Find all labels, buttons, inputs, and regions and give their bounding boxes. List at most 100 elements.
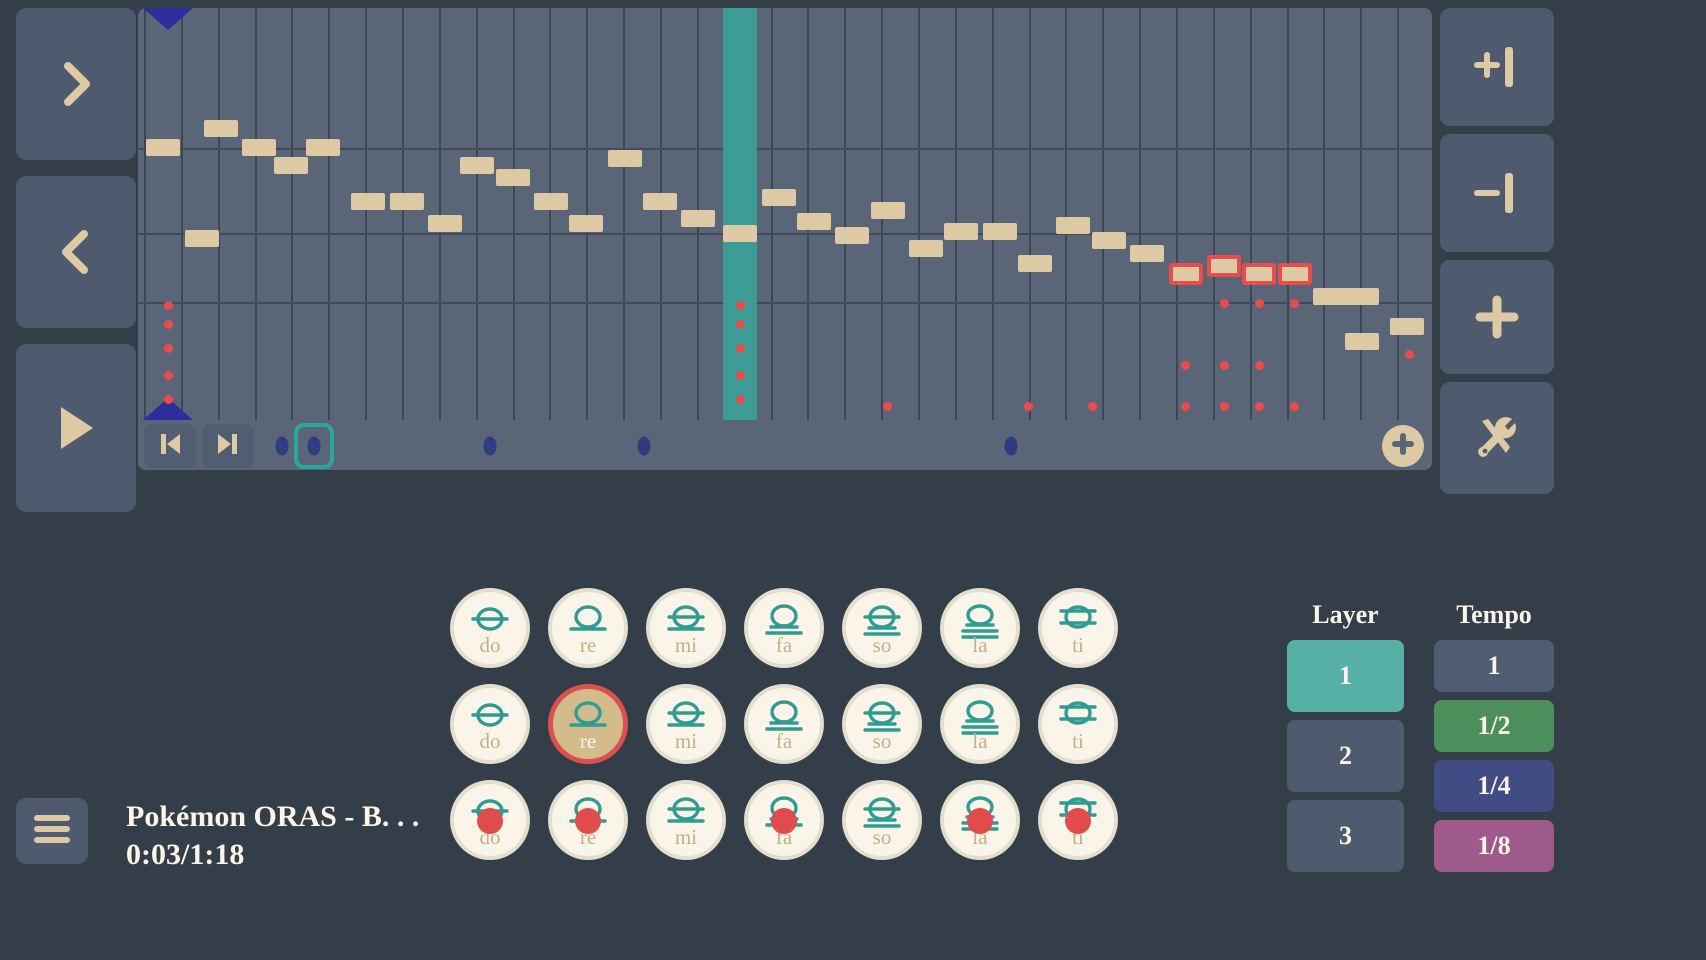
note-button-re-2[interactable]: re <box>548 684 628 764</box>
percussion-note[interactable] <box>735 394 745 404</box>
grid-note[interactable] <box>643 192 677 210</box>
grid-note[interactable] <box>1207 255 1242 278</box>
note-button-so-1[interactable]: so <box>842 588 922 668</box>
grid-note[interactable] <box>909 239 944 257</box>
grid-note[interactable] <box>203 119 238 137</box>
note-button-mi-3[interactable]: mi <box>646 780 726 860</box>
tempo-option-1-4[interactable]: 1/4 <box>1434 760 1554 812</box>
percussion-note[interactable] <box>1254 299 1264 309</box>
grid-note[interactable] <box>306 138 341 156</box>
grid-note[interactable] <box>796 213 831 231</box>
note-button-mi-2[interactable]: mi <box>646 684 726 764</box>
percussion-note[interactable] <box>1088 402 1098 412</box>
loop-marker-icon[interactable] <box>143 398 194 420</box>
note-button-fa-1[interactable]: fa <box>744 588 824 668</box>
grid-note[interactable] <box>1344 288 1379 306</box>
add-measure-button[interactable] <box>1440 8 1554 126</box>
grid-note[interactable] <box>389 192 424 210</box>
note-button-re-1[interactable]: re <box>548 588 628 668</box>
percussion-note[interactable] <box>163 319 173 329</box>
skip-to-start-button[interactable] <box>144 424 196 468</box>
grid-note[interactable] <box>1389 318 1424 336</box>
play-button[interactable] <box>16 344 136 512</box>
grid-note[interactable] <box>534 192 569 210</box>
note-button-do-3[interactable]: do <box>450 780 530 860</box>
tempo-option-1-2[interactable]: 1/2 <box>1434 700 1554 752</box>
percussion-note[interactable] <box>1254 402 1264 412</box>
note-button-ti-2[interactable]: ti <box>1038 684 1118 764</box>
page-marker-dot[interactable] <box>1004 436 1018 456</box>
add-button[interactable] <box>1440 260 1554 374</box>
grid-note[interactable] <box>607 149 642 167</box>
grid-note[interactable] <box>761 189 796 207</box>
note-button-do-2[interactable]: do <box>450 684 530 764</box>
note-button-so-3[interactable]: so <box>842 780 922 860</box>
add-page-button[interactable] <box>1382 425 1424 467</box>
note-button-ti-3[interactable]: ti <box>1038 780 1118 860</box>
grid-note[interactable] <box>569 215 604 233</box>
note-button-do-1[interactable]: do <box>450 588 530 668</box>
grid-note[interactable] <box>982 222 1017 240</box>
percussion-note[interactable] <box>1181 402 1191 412</box>
percussion-note[interactable] <box>1219 299 1229 309</box>
grid-note[interactable] <box>1130 245 1165 263</box>
grid-note[interactable] <box>184 230 219 248</box>
grid-note[interactable] <box>1277 262 1312 285</box>
grid-note[interactable] <box>1312 288 1347 306</box>
grid-note[interactable] <box>274 157 309 175</box>
layer-option-1[interactable]: 1 <box>1287 640 1404 712</box>
loop-marker-icon[interactable] <box>143 8 194 30</box>
grid-note[interactable] <box>1168 262 1203 285</box>
grid-note[interactable] <box>944 222 979 240</box>
note-button-fa-2[interactable]: fa <box>744 684 824 764</box>
piano-roll-grid[interactable] <box>138 8 1432 420</box>
grid-note[interactable] <box>835 226 870 244</box>
grid-note[interactable] <box>495 168 530 186</box>
grid-note[interactable] <box>681 209 716 227</box>
tools-button[interactable] <box>1440 382 1554 494</box>
percussion-note[interactable] <box>163 301 173 311</box>
percussion-note[interactable] <box>163 344 173 354</box>
scroll-left-button[interactable] <box>16 176 136 328</box>
percussion-note[interactable] <box>1024 402 1034 412</box>
page-marker-dot[interactable] <box>483 436 497 456</box>
remove-measure-button[interactable] <box>1440 134 1554 252</box>
percussion-note[interactable] <box>883 402 893 412</box>
grid-note[interactable] <box>1017 254 1052 272</box>
page-marker-dot[interactable] <box>275 436 289 456</box>
menu-button[interactable] <box>16 798 88 864</box>
skip-to-end-button[interactable] <box>202 424 254 468</box>
percussion-note[interactable] <box>163 370 173 380</box>
page-marker-strip[interactable] <box>260 422 1382 470</box>
percussion-note[interactable] <box>735 370 745 380</box>
note-button-ti-1[interactable]: ti <box>1038 588 1118 668</box>
playhead[interactable] <box>723 8 758 420</box>
percussion-note[interactable] <box>1254 361 1264 371</box>
percussion-note[interactable] <box>163 394 173 404</box>
grid-note[interactable] <box>723 224 758 242</box>
layer-option-3[interactable]: 3 <box>1287 800 1404 872</box>
percussion-note[interactable] <box>1405 349 1415 359</box>
percussion-note[interactable] <box>735 301 745 311</box>
grid-note[interactable] <box>460 157 495 175</box>
note-button-mi-1[interactable]: mi <box>646 588 726 668</box>
note-button-la-2[interactable]: la <box>940 684 1020 764</box>
percussion-note[interactable] <box>1290 402 1300 412</box>
grid-note[interactable] <box>428 215 463 233</box>
percussion-note[interactable] <box>1290 299 1300 309</box>
tempo-option-1-8[interactable]: 1/8 <box>1434 820 1554 872</box>
percussion-note[interactable] <box>1181 361 1191 371</box>
note-button-fa-3[interactable]: fa <box>744 780 824 860</box>
grid-note[interactable] <box>146 138 181 156</box>
grid-note[interactable] <box>1091 232 1126 250</box>
grid-note[interactable] <box>351 192 386 210</box>
note-button-la-1[interactable]: la <box>940 588 1020 668</box>
page-marker-dot[interactable] <box>637 436 651 456</box>
scroll-right-button[interactable] <box>16 8 136 160</box>
note-button-re-3[interactable]: re <box>548 780 628 860</box>
note-button-so-2[interactable]: so <box>842 684 922 764</box>
grid-note[interactable] <box>870 202 905 220</box>
grid-note[interactable] <box>1056 217 1091 235</box>
percussion-note[interactable] <box>1219 402 1229 412</box>
page-marker-dot[interactable] <box>307 436 321 456</box>
